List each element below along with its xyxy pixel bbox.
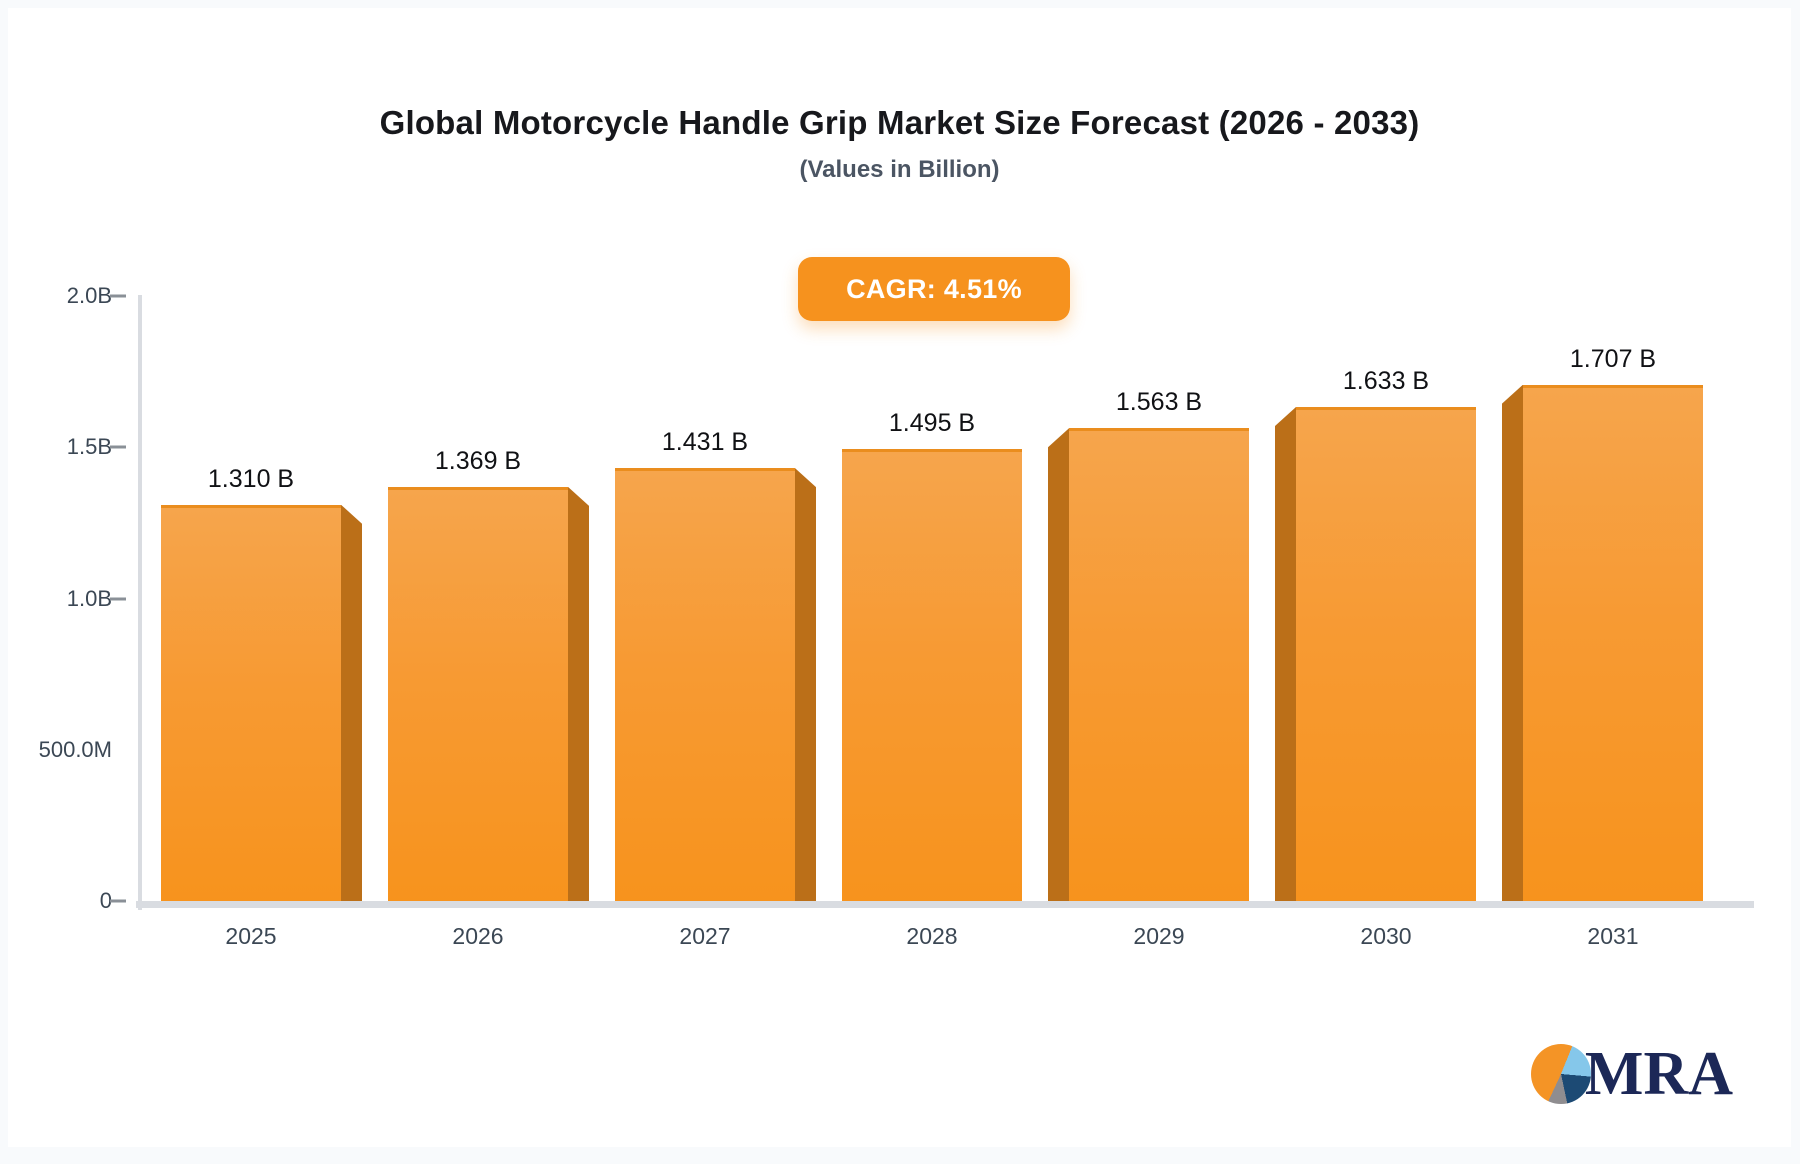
mra-logo-text: MRA xyxy=(1584,1040,1733,1108)
bar-value-label-2030: 1.633 B xyxy=(1342,367,1430,396)
x-tick-label-2029: 2029 xyxy=(1133,923,1185,949)
bar-2031 xyxy=(1523,384,1703,901)
bar-value-label-2026: 1.369 B xyxy=(434,446,522,475)
x-tick-label-2027: 2027 xyxy=(679,923,731,949)
y-tick-label-0: 0 xyxy=(99,888,112,913)
y-axis-line xyxy=(138,295,142,910)
x-tick-label-2028: 2028 xyxy=(906,923,958,949)
x-tick-label-2025: 2025 xyxy=(225,923,277,949)
bar-3d-side-2031 xyxy=(1502,384,1523,901)
bar-3d-side-2030 xyxy=(1275,407,1296,901)
x-tick-label-2031: 2031 xyxy=(1587,923,1639,949)
bar-3d-side-2026 xyxy=(568,486,589,901)
bar-3d-side-2027 xyxy=(795,468,816,901)
bar-value-label-2028: 1.495 B xyxy=(888,408,976,437)
chart-card: Global Motorcycle Handle Grip Market Siz… xyxy=(8,8,1791,1147)
x-tick-label-2030: 2030 xyxy=(1360,923,1412,949)
bar-2030 xyxy=(1296,407,1476,901)
bar-value-label-2031: 1.707 B xyxy=(1569,344,1657,373)
bar-2027 xyxy=(615,468,795,901)
y-tick-label-1.5B: 1.5B xyxy=(66,434,112,460)
cagr-badge: CAGR: 4.51% xyxy=(798,257,1070,321)
bar-2028 xyxy=(842,448,1022,901)
bar-2029 xyxy=(1069,428,1249,901)
x-axis-baseline xyxy=(136,901,1754,908)
x-tick-label-2026: 2026 xyxy=(452,923,504,949)
bar-2025 xyxy=(161,504,341,901)
bar-value-label-2029: 1.563 B xyxy=(1115,388,1203,417)
bar-chart-plot-area: 2.0B 1.5B 1.0B 500.0M 0 1.310 B 2025 1.369 B 202… xyxy=(8,8,1800,1164)
bar-3d-side-2025 xyxy=(341,504,362,901)
y-tick-label-1.0B: 1.0B xyxy=(66,585,112,611)
bar-3d-side-2029 xyxy=(1048,428,1069,901)
chart-subtitle: (Values in Billion) xyxy=(799,156,1000,183)
y-tick-dash xyxy=(110,445,126,449)
chart-title: Global Motorcycle Handle Grip Market Siz… xyxy=(379,104,1420,141)
bar-value-label-2027: 1.431 B xyxy=(661,428,749,457)
bar-value-label-2025: 1.310 B xyxy=(207,464,295,493)
pie-chart-logo-icon xyxy=(1530,1044,1591,1104)
y-tick-dash xyxy=(110,899,126,903)
y-tick-dash xyxy=(110,597,126,600)
mra-logo: MRA xyxy=(1530,1040,1733,1108)
y-tick-dash xyxy=(110,294,126,298)
cagr-badge-label: CAGR: 4.51% xyxy=(846,273,1022,304)
y-tick-label-500.0M: 500.0M xyxy=(38,736,112,762)
y-tick-label-2.0B: 2.0B xyxy=(66,283,112,308)
bar-2026 xyxy=(388,486,568,901)
